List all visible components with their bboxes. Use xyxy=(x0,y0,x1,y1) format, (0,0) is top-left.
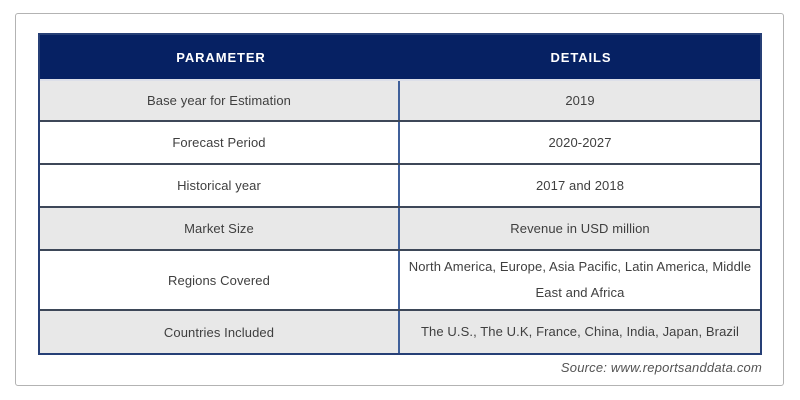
details-cell: 2017 and 2018 xyxy=(535,177,625,193)
column-header-parameter: PARAMETER xyxy=(176,49,266,65)
parameter-cell: Countries Included xyxy=(40,311,400,353)
table-header-row: PARAMETER DETAILS xyxy=(40,35,760,81)
parameter-cell: Base year for Estimation xyxy=(40,81,400,120)
details-cell: North America, Europe, Asia Pacific, Lat… xyxy=(408,259,752,300)
details-cell: The U.S., The U.K, France, China, India,… xyxy=(420,324,740,339)
details-cell: 2020-2027 xyxy=(548,134,612,150)
details-cell: 2019 xyxy=(565,92,595,108)
parameter-cell: Historical year xyxy=(40,165,400,206)
table-row-countries-included: Countries Included The U.S., The U.K, Fr… xyxy=(40,309,760,353)
table-row-regions-covered: Regions Covered North America, Europe, A… xyxy=(40,249,760,309)
parameter-cell: Forecast Period xyxy=(40,122,400,163)
table-row-market-size: Market Size Revenue in USD million xyxy=(40,206,760,249)
market-summary-table: PARAMETER DETAILS Base year for Estimati… xyxy=(38,33,762,355)
details-cell: Revenue in USD million xyxy=(510,220,650,236)
parameter-cell: Regions Covered xyxy=(40,251,400,309)
table-row-forecast-period: Forecast Period 2020-2027 xyxy=(40,120,760,163)
card-border xyxy=(15,13,784,386)
source-attribution: Source: www.reportsanddata.com xyxy=(560,360,762,375)
column-header-details: DETAILS xyxy=(550,49,612,65)
table-row-base-year: Base year for Estimation 2019 xyxy=(40,81,760,120)
parameter-cell: Market Size xyxy=(40,208,400,249)
table-row-historical-year: Historical year 2017 and 2018 xyxy=(40,163,760,206)
